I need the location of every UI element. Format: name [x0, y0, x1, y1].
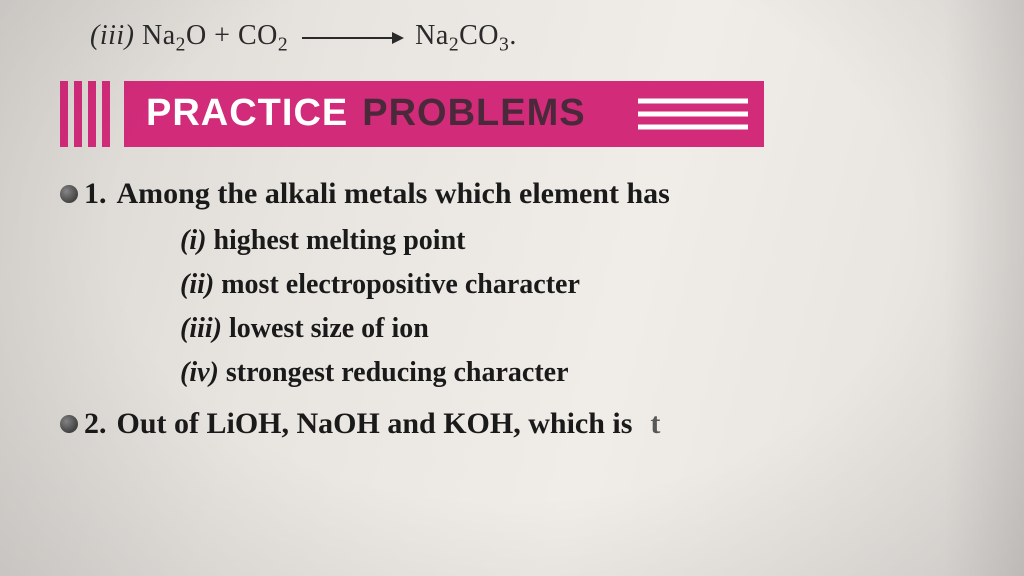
equation-line: (iii) Na2O + CO2 Na2CO3.	[90, 20, 984, 57]
question-2: 2. Out of LiOH, NaOH and KOH, which is t	[60, 407, 984, 441]
option-iv: (iv) strongest reducing character	[180, 357, 984, 389]
question-1-stem-line: 1. Among the alkali metals which element…	[60, 177, 984, 211]
banner-bar	[102, 81, 110, 147]
bullet-icon	[60, 185, 78, 203]
option-label: (iii)	[180, 313, 222, 344]
option-ii: (ii) most electropositive character	[180, 269, 984, 301]
option-text: most electropositive character	[221, 269, 580, 300]
question-2-number: 2.	[84, 407, 107, 441]
option-text: strongest reducing character	[226, 357, 569, 388]
banner-bar	[60, 81, 68, 147]
banner-body: PRACTICE PROBLEMS	[124, 81, 764, 147]
question-1: 1. Among the alkali metals which element…	[60, 177, 984, 389]
option-label: (iv)	[180, 357, 219, 388]
question-1-stem: Among the alkali metals which element ha…	[117, 177, 670, 211]
reaction-arrow	[302, 37, 402, 39]
section-banner: PRACTICE PROBLEMS	[60, 81, 984, 147]
question-2-cut: t	[650, 407, 660, 441]
question-1-options: (i) highest melting point (ii) most elec…	[180, 225, 984, 389]
option-label: (ii)	[180, 269, 214, 300]
option-text: lowest size of ion	[229, 313, 429, 344]
banner-bar	[74, 81, 82, 147]
option-iii: (iii) lowest size of ion	[180, 313, 984, 345]
option-label: (i)	[180, 225, 206, 256]
question-2-stem-line: 2. Out of LiOH, NaOH and KOH, which is t	[60, 407, 984, 441]
question-2-stem: Out of LiOH, NaOH and KOH, which is	[117, 407, 633, 441]
question-1-number: 1.	[84, 177, 107, 211]
banner-word-problems: PROBLEMS	[362, 92, 585, 135]
banner-hline	[638, 124, 748, 129]
option-i: (i) highest melting point	[180, 225, 984, 257]
banner-left-bars	[60, 81, 110, 147]
banner-right-lines	[638, 98, 748, 129]
option-text: highest melting point	[213, 225, 465, 256]
banner-hline	[638, 98, 748, 103]
banner-word-practice: PRACTICE	[146, 92, 348, 135]
equation-label: (iii)	[90, 20, 135, 51]
banner-bar	[88, 81, 96, 147]
bullet-icon	[60, 415, 78, 433]
banner-hline	[638, 111, 748, 116]
